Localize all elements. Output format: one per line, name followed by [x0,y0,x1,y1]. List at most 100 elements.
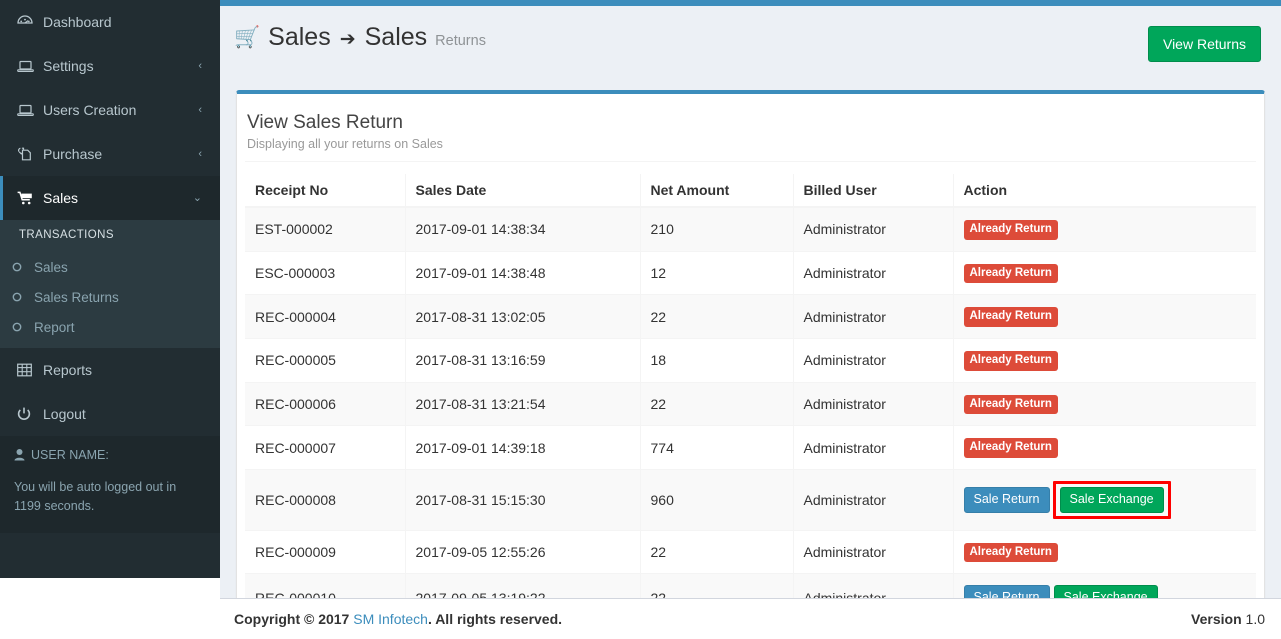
cell-billed-user: Administrator [793,294,954,339]
laptop-icon [17,104,43,117]
sidebar-subitem-sales-returns[interactable]: Sales Returns [0,282,220,312]
cell-action: Already Return [953,425,1256,470]
table-row: REC-000009 2017-09-05 12:55:26 22 Administr… [245,529,1256,574]
already-return-button[interactable]: Already Return [963,542,1058,563]
cell-sales-date: 2017-08-31 13:02:05 [405,294,641,339]
power-icon [17,407,43,421]
table-column-header: Billed User [793,174,954,208]
cell-action: Already Return [953,337,1256,383]
footer-copyright-prefix: Copyright © 2017 [234,611,354,627]
table-column-header: Action [953,174,1256,208]
sidebar-item-sales[interactable]: Sales ⌄ [0,176,220,220]
cart-icon [17,191,43,205]
page-title-primary: Sales [268,23,331,51]
dashboard-icon [17,15,43,29]
user-panel: USER NAME: You will be auto logged out i… [0,436,220,533]
sidebar-item-label: Settings [43,58,94,74]
cell-billed-user: Administrator [793,250,954,295]
sidebar-item-settings[interactable]: Settings ‹ [0,44,220,88]
cell-receipt-no: REC-000009 [245,529,406,574]
cell-net-amount: 210 [640,206,794,252]
already-return-button[interactable]: Already Return [963,220,1058,240]
sidebar-item-purchase[interactable]: Purchase ‹ [0,132,220,176]
table-row: EST-000002 2017-09-01 14:38:34 210 Administ… [245,206,1256,252]
sidebar-filler [0,532,220,578]
sales-return-panel: View Sales Return Displaying all your re… [236,90,1265,635]
user-name-label: USER NAME: [31,448,109,462]
table-header-row: Receipt No Sales Date Net Amount Billed Use… [245,174,1256,208]
panel-subtitle: Displaying all your returns on Sales [247,137,443,151]
sidebar-item-logout[interactable]: Logout [0,392,220,436]
chevron-down-icon: ⌄ [192,191,202,204]
sidebar-after-nav: Reports Logout [0,348,220,436]
sales-returns-table: Receipt No Sales Date Net Amount Billed Use… [245,174,1256,622]
cell-sales-date: 2017-09-01 14:38:48 [405,250,641,295]
laptop-icon [17,60,43,73]
arrow-right-icon: ➔ [339,29,356,50]
cell-net-amount: 22 [640,529,794,574]
footer-version-label: Version [1191,611,1242,627]
sidebar-subitem-sales[interactable]: Sales [0,252,220,282]
top-blue-bar [220,0,1281,6]
cell-sales-date: 2017-08-31 15:15:30 [405,468,641,531]
cell-receipt-no: REC-000004 [245,294,406,339]
page-title-secondary: Sales [364,23,428,51]
sidebar: Dashboard Settings ‹ Users Creation ‹ Purchas… [0,0,220,578]
sidebar-submenu-header: TRANSACTIONS [0,220,220,250]
sidebar-subitem-report[interactable]: Report [0,312,220,342]
cell-sales-date: 2017-08-31 13:21:54 [405,381,641,426]
sidebar-item-dashboard[interactable]: Dashboard [0,0,220,44]
chevron-left-icon: ‹ [198,103,202,116]
sidebar-item-label: Sales [43,190,79,206]
files-icon [17,147,43,162]
footer-company-link[interactable]: SM Infotech [353,611,428,627]
sidebar-item-label: Purchase [43,146,103,162]
sidebar-item-label: Dashboard [43,14,112,30]
panel-header: View Sales Return Displaying all your re… [245,104,1256,162]
cell-receipt-no: EST-000002 [245,206,406,252]
sidebar-treeview: Sales Sales Returns Report [0,250,220,348]
content-header: 🛒 Sales ➔ Sales Returns View Returns [220,6,1281,90]
sidebar-item-label: Reports [43,362,93,378]
cell-action: Already Return [953,381,1256,426]
sidebar-item-users-creation[interactable]: Users Creation ‹ [0,88,220,132]
cell-billed-user: Administrator [793,381,954,426]
table-row: REC-000007 2017-09-01 14:39:18 774 Administ… [245,425,1256,470]
already-return-button[interactable]: Already Return [963,438,1058,458]
sale-exchange-button[interactable]: Sale Exchange [1059,486,1164,513]
content-area: 🛒 Sales ➔ Sales Returns View Returns Vie… [220,0,1281,639]
table-column-header: Receipt No [245,174,406,208]
already-return-button[interactable]: Already Return [963,350,1058,371]
table-header: Receipt No Sales Date Net Amount Billed Use… [245,174,1256,208]
cell-net-amount: 22 [640,381,794,426]
table-row: ESC-000003 2017-09-01 14:38:48 12 Administr… [245,250,1256,295]
cell-action: Already Return [953,206,1256,252]
table-grid-icon [17,363,43,377]
cell-billed-user: Administrator [793,529,954,574]
circle-icon [12,262,34,272]
cell-receipt-no: REC-000005 [245,337,406,383]
user-name-row: USER NAME: [14,448,206,462]
content-body: View Sales Return Displaying all your re… [220,90,1281,635]
footer: Copyright © 2017 SM Infotech. All rights… [220,598,1281,639]
cell-net-amount: 22 [640,294,794,339]
sidebar-item-reports[interactable]: Reports [0,348,220,392]
view-returns-button[interactable]: View Returns [1147,26,1261,62]
cell-sales-date: 2017-09-05 12:55:26 [405,529,641,574]
cell-sales-date: 2017-09-01 14:38:34 [405,206,641,252]
sale-return-button[interactable]: Sale Return [963,486,1050,513]
circle-icon [12,292,34,302]
circle-icon [12,322,34,332]
page-title: 🛒 Sales ➔ Sales Returns [234,23,1261,52]
already-return-button[interactable]: Already Return [963,307,1058,327]
already-return-button[interactable]: Already Return [963,263,1058,284]
footer-copyright: Copyright © 2017 SM Infotech. All rights… [234,611,1191,627]
cell-receipt-no: REC-000008 [245,468,406,531]
already-return-button[interactable]: Already Return [963,394,1058,415]
sidebar-subitem-label: Sales [34,259,68,275]
table-row: REC-000008 2017-08-31 15:15:30 960 Administ… [245,468,1256,531]
sidebar-main-nav: Dashboard Settings ‹ Users Creation ‹ Purchas… [0,0,220,220]
cell-billed-user: Administrator [793,425,954,470]
table-row: REC-000006 2017-08-31 13:21:54 22 Administr… [245,381,1256,426]
